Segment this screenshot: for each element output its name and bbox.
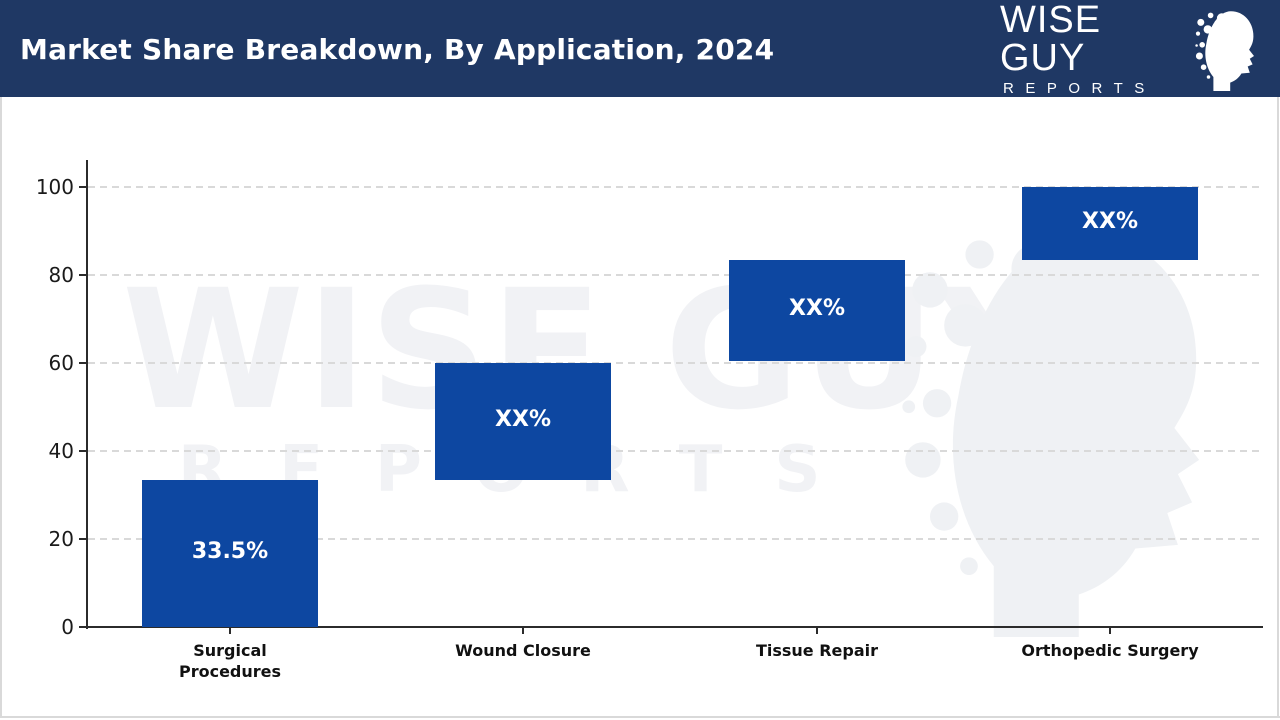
x-label-orthopedic-surgery: Orthopedic Surgery [1021,641,1199,660]
dotted-head-icon [1195,11,1254,91]
x-label-surgical-procedures: Surgical Procedures [178,641,282,681]
gridline-20 [88,538,1262,540]
bar-label-tissue-repair: XX% [789,296,845,322]
header-bar: Market Share Breakdown, By Application, … [0,0,1280,97]
y-tick-40 [79,450,87,452]
left-border [0,97,2,718]
y-tick-label-80: 80 [48,263,74,287]
x-tick-wound-closure [522,627,524,634]
bar-label-surgical-procedures: 33.5% [191,539,269,565]
bar-label-wound-closure: XX% [495,407,551,433]
wiseguy-logo-text: WISE GUY REPORTS [1000,1,1198,97]
bar-tissue-repair [729,259,905,361]
y-tick-label-100: 100 [35,175,74,199]
x-label-tissue-repair: Tissue Repair [755,641,879,660]
y-tick-20 [79,538,87,540]
logo-brand-subtitle: REPORTS [1003,80,1156,97]
y-axis-line [86,160,88,629]
y-tick-60 [79,362,87,364]
y-tick-0 [79,626,87,628]
bottom-border [0,716,1280,718]
y-tick-100 [79,186,87,188]
y-tick-label-0: 0 [61,615,74,639]
x-tick-surgical-procedures [229,627,231,634]
y-tick-80 [79,274,87,276]
chart-title: Market Share Breakdown, By Application, … [20,33,775,66]
right-border [1277,97,1279,718]
bar-wound-closure [435,363,611,480]
bar-label-orthopedic-surgery: XX% [1082,209,1138,235]
wiseguy-logo: WISE GUY REPORTS [1000,1,1268,97]
gridline-80 [88,274,1262,276]
gridline-40 [88,450,1262,452]
x-tick-orthopedic-surgery [1109,627,1111,634]
x-axis-line [86,626,1263,628]
bar-surgical-procedures [142,479,318,627]
x-label-wound-closure: Wound Closure [455,641,591,660]
gridline-100 [88,186,1262,188]
x-tick-tissue-repair [816,627,818,634]
y-tick-label-40: 40 [48,439,74,463]
gridline-60 [88,362,1262,364]
logo-brand-name: WISE GUY [1000,0,1102,79]
y-tick-label-60: 60 [48,351,74,375]
y-tick-label-20: 20 [48,527,74,551]
